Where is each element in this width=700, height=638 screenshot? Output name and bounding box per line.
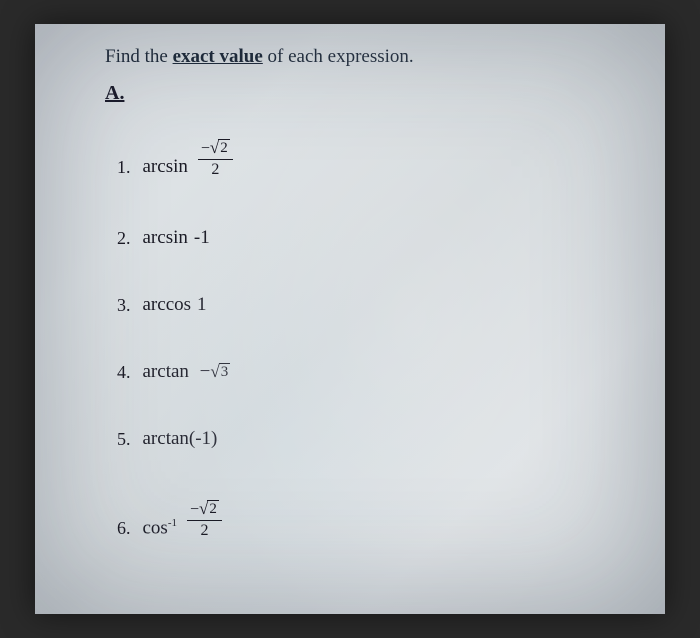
instruction-line: Find the exact value of each expression. — [105, 46, 595, 68]
argument: 1 — [197, 295, 207, 314]
function-name: cos-1 — [143, 518, 178, 537]
problem-5: 5. arctan (-1) — [117, 429, 595, 448]
worksheet-page: Find the exact value of each expression.… — [35, 24, 665, 614]
function-name: arctan — [143, 429, 189, 448]
fraction-numerator: −√2 — [198, 139, 233, 159]
argument: -1 — [194, 228, 210, 247]
function-name: arcsin — [143, 228, 188, 247]
fraction-numerator: −√2 — [187, 500, 222, 520]
sqrt: √2 — [199, 500, 219, 518]
argument: (-1) — [189, 429, 217, 448]
instruction-emph: exact value — [173, 46, 263, 67]
fn-superscript: -1 — [168, 517, 177, 529]
fraction: −√2 2 — [198, 139, 233, 180]
fraction-denominator: 2 — [208, 160, 222, 180]
problem-1: 1. arcsin −√2 2 — [117, 135, 595, 176]
problem-number: 1. — [117, 158, 131, 176]
sqrt: √3 — [210, 363, 230, 381]
sqrt: √2 — [210, 139, 230, 157]
instruction-pre: Find the — [105, 46, 173, 67]
problem-number: 4. — [117, 363, 131, 381]
argument: −√3 — [195, 362, 230, 381]
problem-number: 3. — [117, 296, 131, 314]
instruction-post: of each expression. — [263, 46, 414, 67]
problems-list: 1. arcsin −√2 2 2. arcsin -1 3. arccos 1… — [117, 135, 595, 537]
problem-6: 6. cos-1 −√2 2 — [117, 496, 595, 537]
radicand: 2 — [218, 139, 230, 157]
sign: − — [200, 361, 211, 382]
fraction: −√2 2 — [187, 500, 222, 541]
problem-4: 4. arctan −√3 — [117, 362, 595, 381]
section-label: A. — [105, 82, 595, 105]
sign: − — [201, 140, 210, 157]
fn-base: cos — [143, 517, 168, 538]
problem-number: 6. — [117, 519, 131, 537]
problem-2: 2. arcsin -1 — [117, 228, 595, 247]
fraction-denominator: 2 — [197, 521, 211, 541]
function-name: arctan — [143, 362, 189, 381]
problem-number: 2. — [117, 229, 131, 247]
sign: − — [190, 501, 199, 518]
problem-number: 5. — [117, 430, 131, 448]
radicand: 3 — [219, 363, 231, 381]
problem-3: 3. arccos 1 — [117, 295, 595, 314]
function-name: arccos — [143, 295, 192, 314]
radicand: 2 — [207, 500, 219, 518]
function-name: arcsin — [143, 157, 188, 176]
